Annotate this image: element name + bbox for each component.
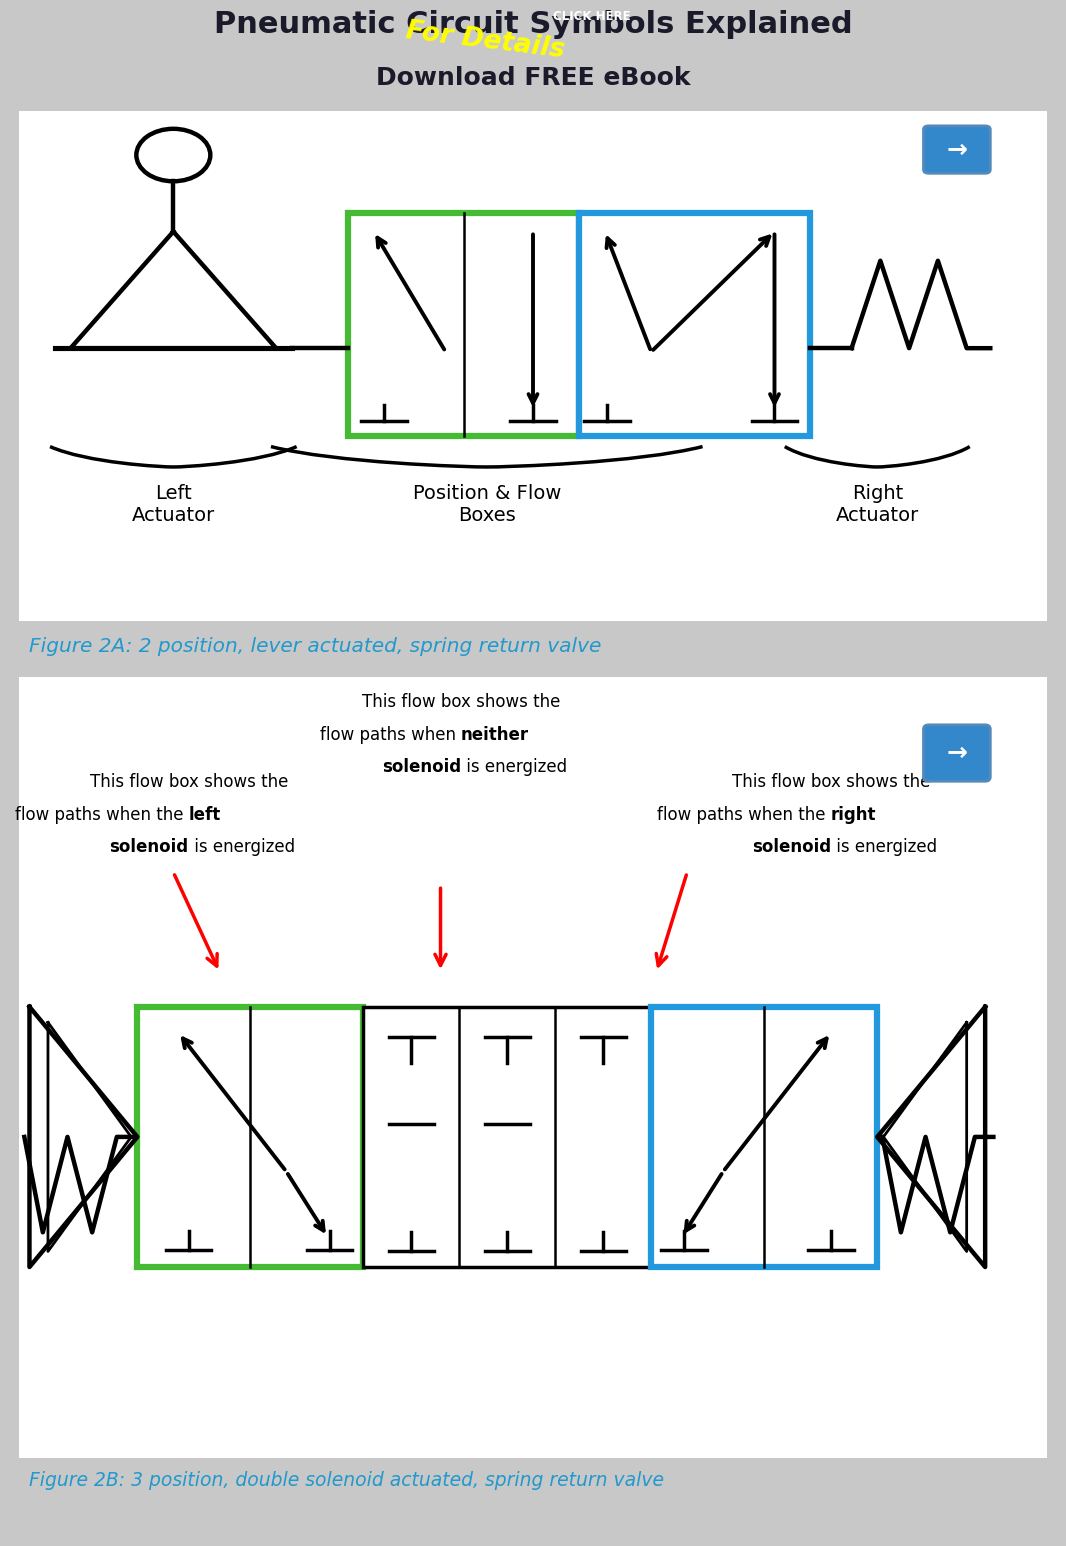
Text: neither: neither — [462, 725, 529, 744]
FancyBboxPatch shape — [923, 725, 990, 781]
Text: CLICK HERE: CLICK HERE — [553, 11, 630, 23]
Bar — [651, 1006, 877, 1268]
Text: This flow box shows the: This flow box shows the — [732, 773, 931, 790]
Bar — [348, 213, 579, 436]
Text: This flow box shows the: This flow box shows the — [90, 773, 288, 790]
FancyBboxPatch shape — [923, 125, 990, 173]
Text: flow paths when the: flow paths when the — [15, 805, 189, 824]
Text: right: right — [831, 805, 876, 824]
Text: Position & Flow
Boxes: Position & Flow Boxes — [413, 484, 561, 526]
Text: solenoid: solenoid — [382, 758, 462, 776]
Text: Left
Actuator: Left Actuator — [132, 484, 215, 526]
Text: is energized: is energized — [831, 838, 937, 855]
Text: flow paths when: flow paths when — [320, 725, 462, 744]
Text: solenoid: solenoid — [752, 838, 831, 855]
Text: Figure 2A: 2 position, lever actuated, spring return valve: Figure 2A: 2 position, lever actuated, s… — [30, 637, 602, 656]
FancyBboxPatch shape — [12, 671, 1054, 1464]
Text: This flow box shows the: This flow box shows the — [361, 693, 561, 711]
Bar — [138, 1006, 364, 1268]
Text: Pneumatic Circuit Symbols Explained: Pneumatic Circuit Symbols Explained — [213, 11, 853, 39]
Text: Right
Actuator: Right Actuator — [836, 484, 919, 526]
FancyBboxPatch shape — [12, 107, 1054, 626]
Text: solenoid: solenoid — [110, 838, 189, 855]
Text: is energized: is energized — [462, 758, 567, 776]
Text: For Details: For Details — [404, 19, 566, 63]
Text: Figure 2B: 3 position, double solenoid actuated, spring return valve: Figure 2B: 3 position, double solenoid a… — [30, 1470, 664, 1490]
Text: →: → — [947, 138, 967, 162]
Text: →: → — [947, 741, 967, 765]
Text: flow paths when the: flow paths when the — [658, 805, 831, 824]
Bar — [364, 1006, 651, 1268]
Text: is energized: is energized — [189, 838, 295, 855]
Bar — [579, 213, 810, 436]
Text: Download FREE eBook: Download FREE eBook — [375, 66, 691, 90]
Text: left: left — [189, 805, 221, 824]
